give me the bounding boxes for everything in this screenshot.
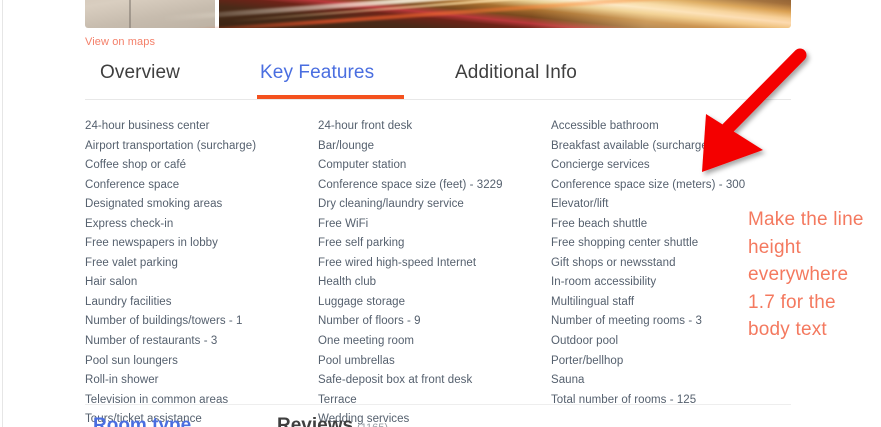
tab-overview[interactable]: Overview: [100, 62, 180, 83]
light-trails-hero-image[interactable]: [162, 0, 791, 28]
heading-reviews[interactable]: Reviews(1165): [277, 410, 388, 427]
feature-item: Conference space size (feet) - 3229: [318, 178, 503, 191]
feature-item: Express check-in: [85, 217, 174, 230]
feature-item: One meeting room: [318, 335, 415, 348]
feature-item: Conference space size (meters) - 300: [551, 178, 746, 191]
feature-item: 24-hour front desk: [318, 120, 413, 132]
feature-item: 24-hour business center: [85, 120, 210, 132]
feature-item: Gift shops or newsstand: [551, 256, 676, 269]
feature-item: In-room accessibility: [551, 276, 657, 289]
page-left-border: [2, 0, 3, 427]
feature-item: Number of restaurants - 3: [85, 335, 218, 348]
feature-item: Tours/ticket assistance: [85, 413, 202, 426]
bottom-section: Room type Reviews(1165): [85, 404, 791, 427]
feature-item: Free wired high-speed Internet: [318, 256, 477, 269]
feature-item: Safe-deposit box at front desk: [318, 374, 473, 387]
active-tab-underline: [257, 95, 404, 99]
feature-item: Terrace: [318, 393, 357, 406]
feature-item: Health club: [318, 276, 377, 289]
features-column-2: 24-hour front desk Bar/lounge Computer s…: [318, 117, 551, 427]
feature-item: Free shopping center shuttle: [551, 237, 699, 250]
feature-item: Breakfast available (surcharge): [551, 139, 712, 152]
feature-item: Coffee shop or café: [85, 159, 187, 172]
tab-additional-info[interactable]: Additional Info: [455, 62, 577, 83]
feature-item: Number of buildings/towers - 1: [85, 315, 243, 328]
feature-item: Wedding services: [318, 413, 410, 426]
heading-reviews-count: (1165): [357, 422, 388, 427]
feature-item: Computer station: [318, 159, 407, 172]
heading-room-type[interactable]: Room type: [93, 415, 192, 427]
features-column-1: 24-hour business center Airport transpor…: [85, 117, 318, 427]
key-features-list: 24-hour business center Airport transpor…: [85, 117, 791, 427]
feature-item: Outdoor pool: [551, 335, 619, 348]
feature-item: Free valet parking: [85, 256, 178, 269]
feature-item: Luggage storage: [318, 295, 406, 308]
feature-item: Dry cleaning/laundry service: [318, 198, 464, 211]
feature-item: Designated smoking areas: [85, 198, 223, 211]
heading-reviews-label: Reviews: [277, 415, 354, 427]
feature-item: Bar/lounge: [318, 139, 375, 152]
feature-item: Porter/bellhop: [551, 354, 624, 367]
feature-item: Accessible bathroom: [551, 120, 659, 132]
feature-item: Hair salon: [85, 276, 138, 289]
image-gallery[interactable]: [85, 0, 791, 28]
tab-key-features[interactable]: Key Features: [260, 62, 375, 83]
tab-bar: Overview Key Features Additional Info: [85, 57, 791, 100]
feature-item: Free beach shuttle: [551, 217, 648, 230]
features-column-3: Accessible bathroom Breakfast available …: [551, 117, 784, 427]
feature-item: Airport transportation (surcharge): [85, 139, 257, 152]
feature-item: Pool umbrellas: [318, 354, 395, 367]
feature-item: Conference space: [85, 178, 180, 191]
feature-item: Free self parking: [318, 237, 405, 250]
feature-item: Number of floors - 9: [318, 315, 421, 328]
feature-item: Elevator/lift: [551, 198, 609, 211]
annotation-note: Make the line height everywhere 1.7 for …: [748, 209, 864, 341]
feature-item: Multilingual staff: [551, 295, 635, 308]
feature-item: Total number of rooms - 125: [551, 393, 697, 406]
feature-item: Pool sun loungers: [85, 354, 178, 367]
feature-item: Roll-in shower: [85, 374, 159, 387]
feature-item: Laundry facilities: [85, 295, 172, 308]
feature-item: Sauna: [551, 374, 585, 387]
feature-item: Free WiFi: [318, 217, 369, 230]
feature-item: Number of meeting rooms - 3: [551, 315, 702, 328]
view-on-maps-link[interactable]: View on maps: [85, 36, 156, 48]
feature-item: Concierge services: [551, 159, 650, 172]
feature-item: Free newspapers in lobby: [85, 237, 218, 250]
feature-item: Television in common areas: [85, 393, 229, 406]
